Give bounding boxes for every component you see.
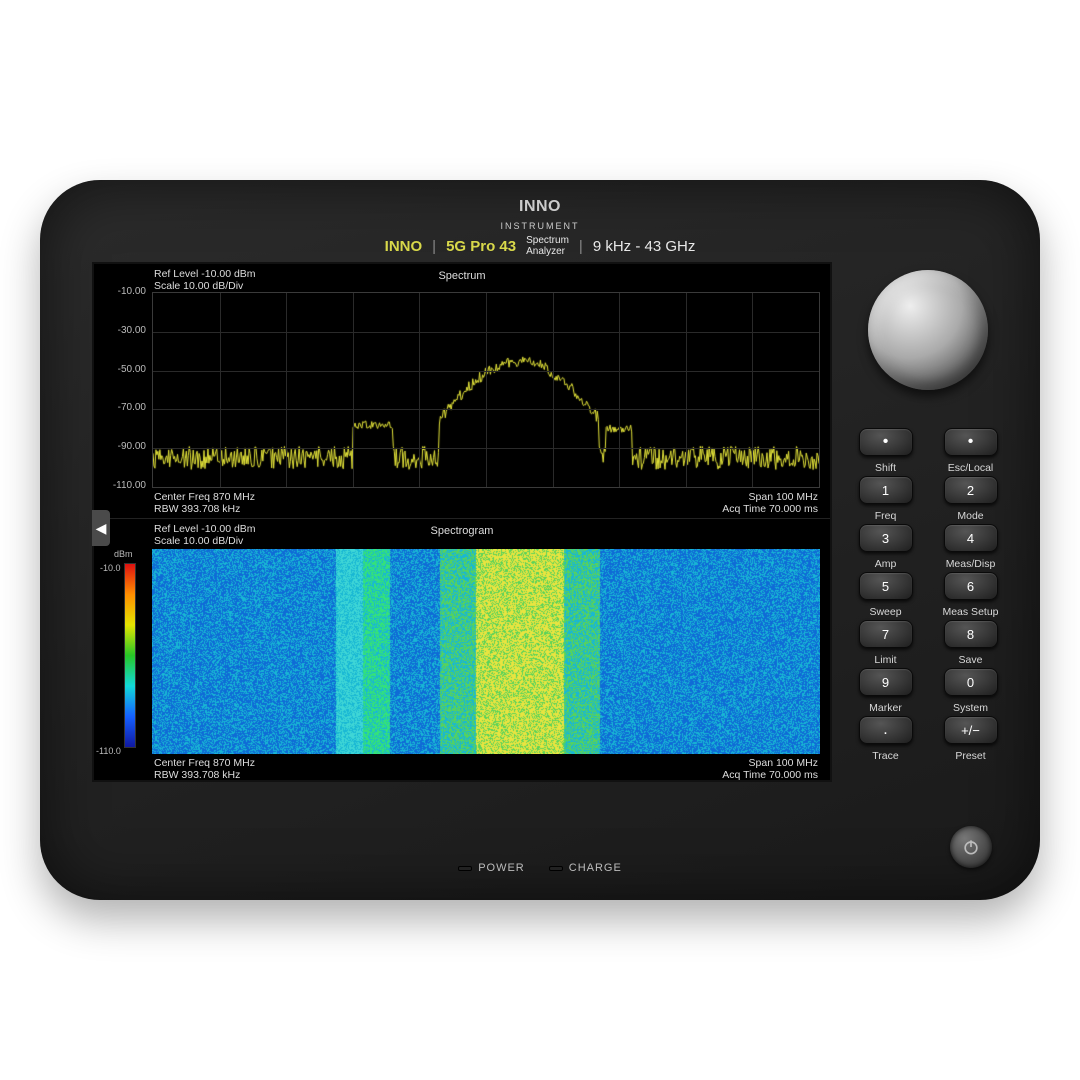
brand-block: INNO INSTRUMENT — [40, 198, 1040, 234]
key-button-marker[interactable]: . — [859, 716, 913, 744]
spectrum-plot[interactable] — [152, 292, 820, 488]
keypad: • • Shift 1 Esc/Local 2 Freq 3 Mode 4 Amp 5 Meas/Dis… — [853, 414, 1003, 792]
key-button-shift[interactable]: 1 — [859, 476, 913, 504]
spectrum-ytick: -90.00 — [102, 441, 146, 452]
sg-span: Span 100 MHz — [749, 757, 818, 769]
side-expand-tab[interactable]: ◀ — [92, 510, 110, 546]
key-cell: • — [938, 414, 1003, 456]
spectrum-info-br: Span 100 MHz Acq Time 70.000 ms — [722, 491, 818, 515]
key-button-limit[interactable]: 9 — [859, 668, 913, 696]
spectrogram-plot[interactable] — [152, 549, 820, 754]
key-cell: Marker. — [853, 702, 918, 744]
key-button-meas-setup[interactable]: 8 — [944, 620, 998, 648]
key-label: Preset — [938, 750, 1003, 762]
freq-range: 9 kHz - 43 GHz — [593, 238, 696, 255]
spectrum-panel: Ref Level -10.00 dBm Scale 10.00 dB/Div … — [94, 264, 830, 519]
key-label: Marker — [853, 702, 918, 714]
charge-led-label: CHARGE — [569, 862, 622, 874]
key-cell: Mode 4 — [938, 510, 1003, 552]
key-button-amp[interactable]: 5 — [859, 572, 913, 600]
key-label: Amp — [853, 558, 918, 570]
key-cell: Freq 3 — [853, 510, 918, 552]
power-icon — [961, 837, 981, 857]
key-cell: Amp 5 — [853, 558, 918, 600]
key-label: System — [938, 702, 1003, 714]
key-cell: • — [853, 414, 918, 456]
brand-main: INNO — [519, 198, 561, 215]
colorbar — [124, 563, 136, 748]
product-type-l2: Analyzer — [526, 246, 565, 257]
spectrum-acq: Acq Time 70.000 ms — [722, 503, 818, 515]
key-button-mode[interactable]: 4 — [944, 524, 998, 552]
colorbar-units: dBm — [114, 549, 133, 559]
key-cell: Save 0 — [938, 654, 1003, 696]
key-label: Save — [938, 654, 1003, 666]
spectrum-ytick: -110.00 — [102, 480, 146, 491]
product-strip: INNO | 5G Pro 43 Spectrum Analyzer | 9 k… — [40, 236, 1040, 257]
spectrogram-canvas — [152, 549, 820, 754]
key-label: Shift — [853, 462, 918, 474]
colorbar-bottom: -110.0 — [96, 746, 121, 756]
key-cell: Shift 1 — [853, 462, 918, 504]
spectrum-info-bl: Center Freq 870 MHz RBW 393.708 kHz — [154, 491, 255, 515]
sg-center: Center Freq 870 MHz — [154, 757, 255, 769]
spectrum-ytick: -10.00 — [102, 286, 146, 297]
key-cell: System +/− — [938, 702, 1003, 744]
colorbar-top: -10.0 — [100, 563, 121, 573]
key-button-freq[interactable]: 3 — [859, 524, 913, 552]
charge-led — [549, 866, 563, 871]
status-leds: POWER CHARGE — [40, 862, 1040, 874]
key-button-system[interactable]: +/− — [944, 716, 998, 744]
sg-title: Spectrogram — [94, 525, 830, 537]
product-line-tag: INNO — [385, 238, 423, 255]
key-cell: Meas/Disp 6 — [938, 558, 1003, 600]
screen[interactable]: Ref Level -10.00 dBm Scale 10.00 dB/Div … — [92, 262, 832, 782]
brand-sub: INSTRUMENT — [501, 221, 580, 231]
key-cell: Sweep 7 — [853, 606, 918, 648]
spectrogram-panel: Ref Level -10.00 dBm Scale 10.00 dB/Div … — [94, 519, 830, 784]
key-label: Mode — [938, 510, 1003, 522]
control-panel: • • Shift 1 Esc/Local 2 Freq 3 Mode 4 Amp 5 Meas/Dis… — [848, 260, 1008, 792]
key-label: Freq — [853, 510, 918, 522]
key-button--[interactable]: • — [944, 428, 998, 456]
key-label: Meas/Disp — [938, 558, 1003, 570]
product-type: Spectrum Analyzer — [526, 236, 569, 257]
power-led — [458, 866, 472, 871]
key-label — [853, 414, 918, 426]
key-label: Trace — [853, 750, 918, 762]
spectrum-rbw: RBW 393.708 kHz — [154, 503, 240, 515]
spectrum-ytick: -50.00 — [102, 364, 146, 375]
key-button-meas-disp[interactable]: 6 — [944, 572, 998, 600]
key-cell: Meas Setup 8 — [938, 606, 1003, 648]
sg-acq: Acq Time 70.000 ms — [722, 769, 818, 781]
sg-rbw: RBW 393.708 kHz — [154, 769, 240, 781]
product-type-l1: Spectrum — [526, 235, 569, 246]
spectrum-center: Center Freq 870 MHz — [154, 491, 255, 503]
spectrum-span: Span 100 MHz — [749, 491, 818, 503]
spectrum-ytick: -30.00 — [102, 325, 146, 336]
spectrum-title: Spectrum — [94, 270, 830, 282]
key-label — [938, 414, 1003, 426]
sg-info-br: Span 100 MHz Acq Time 70.000 ms — [722, 757, 818, 781]
key-button-save[interactable]: 0 — [944, 668, 998, 696]
key-cell: Esc/Local 2 — [938, 462, 1003, 504]
product-model: 5G Pro 43 — [446, 238, 516, 255]
rotary-knob[interactable] — [868, 270, 988, 390]
key-label: Sweep — [853, 606, 918, 618]
key-cell: Limit 9 — [853, 654, 918, 696]
key-label: Esc/Local — [938, 462, 1003, 474]
key-cell: Preset — [938, 750, 1003, 792]
sg-info-bl: Center Freq 870 MHz RBW 393.708 kHz — [154, 757, 255, 781]
key-button-sweep[interactable]: 7 — [859, 620, 913, 648]
key-label: Limit — [853, 654, 918, 666]
key-cell: Trace — [853, 750, 918, 792]
key-button--[interactable]: • — [859, 428, 913, 456]
device-body: INNO INSTRUMENT INNO | 5G Pro 43 Spectru… — [40, 180, 1040, 900]
power-led-label: POWER — [478, 862, 525, 874]
spectrum-ytick: -70.00 — [102, 402, 146, 413]
key-button-esc-local[interactable]: 2 — [944, 476, 998, 504]
key-label: Meas Setup — [938, 606, 1003, 618]
